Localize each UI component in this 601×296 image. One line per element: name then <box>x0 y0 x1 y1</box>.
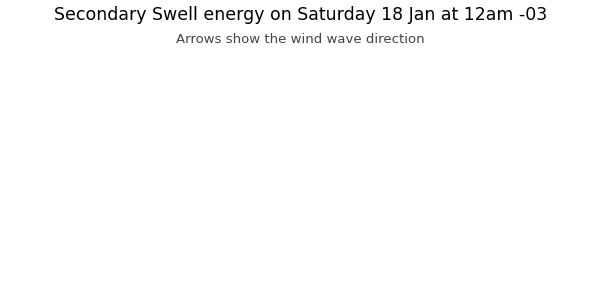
Text: Secondary Swell energy on Saturday 18 Jan at 12am -03: Secondary Swell energy on Saturday 18 Ja… <box>54 6 547 24</box>
Text: Cartopy required for map rendering: Cartopy required for map rendering <box>152 164 449 182</box>
Text: Arrows show the wind wave direction: Arrows show the wind wave direction <box>176 33 425 46</box>
